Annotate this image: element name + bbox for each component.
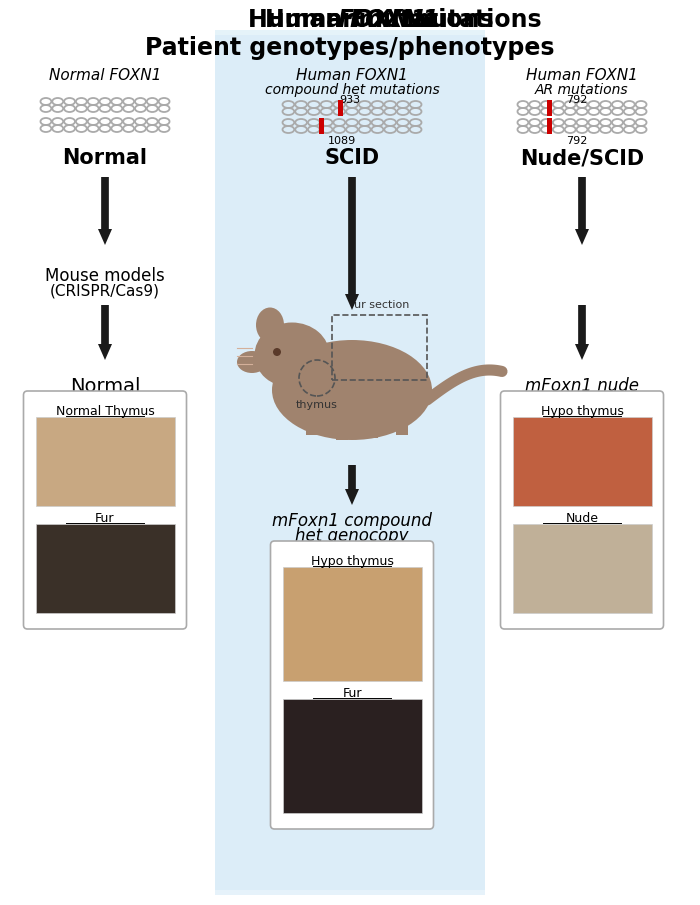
Text: mutations: mutations: [350, 8, 494, 32]
Ellipse shape: [272, 340, 432, 440]
Bar: [215, 35, 485, 895]
Bar: [547, 118, 552, 134]
Text: Nude/SCID: Nude/SCID: [520, 148, 644, 168]
Bar: [283, 699, 421, 813]
Text: AR mutations: AR mutations: [536, 83, 629, 97]
Circle shape: [273, 348, 281, 356]
Bar: [547, 100, 552, 116]
Polygon shape: [98, 305, 112, 360]
Text: Fur: Fur: [342, 687, 362, 700]
Text: Mouse models: Mouse models: [45, 267, 165, 285]
Text: thymus: thymus: [296, 400, 338, 410]
Text: FOXN1: FOXN1: [350, 8, 440, 32]
FancyBboxPatch shape: [270, 541, 433, 829]
Bar: [396, 400, 408, 435]
Bar: [36, 417, 174, 506]
Text: Normal: Normal: [70, 377, 140, 396]
Text: Human FOXN1: Human FOXN1: [526, 68, 638, 83]
FancyBboxPatch shape: [215, 30, 485, 890]
Text: fur section: fur section: [350, 300, 410, 310]
Bar: [366, 403, 378, 438]
Text: Human FOXN1: Human FOXN1: [296, 68, 408, 83]
Polygon shape: [345, 465, 359, 505]
Text: Hypo thymus: Hypo thymus: [540, 405, 624, 418]
FancyBboxPatch shape: [24, 391, 186, 629]
Text: het genocopy: het genocopy: [295, 527, 409, 545]
Text: SCID: SCID: [324, 148, 379, 168]
Ellipse shape: [256, 308, 284, 342]
Text: FOXN1: FOXN1: [338, 8, 428, 32]
Text: (CRISPR/Cas9): (CRISPR/Cas9): [50, 283, 160, 298]
Text: Nude: Nude: [566, 512, 598, 525]
Bar: [512, 524, 652, 613]
Bar: [512, 417, 652, 506]
Text: Hypo thymus: Hypo thymus: [311, 555, 393, 568]
Text: 1089: 1089: [328, 136, 356, 146]
Text: compound het mutations: compound het mutations: [265, 83, 440, 97]
Text: Normal: Normal: [62, 148, 148, 168]
Bar: [36, 524, 174, 613]
Bar: [306, 400, 318, 435]
Text: mFoxn1 compound: mFoxn1 compound: [272, 512, 432, 530]
Text: Human: Human: [265, 8, 368, 32]
Text: Human: Human: [248, 8, 350, 32]
Bar: [336, 405, 348, 440]
Ellipse shape: [237, 351, 267, 373]
Text: 792: 792: [566, 136, 588, 146]
Text: Fur: Fur: [95, 512, 115, 525]
FancyBboxPatch shape: [500, 391, 664, 629]
Bar: [318, 118, 323, 134]
Polygon shape: [98, 177, 112, 245]
Polygon shape: [575, 177, 589, 245]
Bar: [283, 567, 421, 681]
Text: 933: 933: [340, 95, 360, 105]
Text: mutations: mutations: [398, 8, 542, 32]
Text: Normal Thymus: Normal Thymus: [55, 405, 155, 418]
Polygon shape: [575, 305, 589, 360]
Text: mFoxn1 nude: mFoxn1 nude: [525, 377, 639, 395]
Text: 792: 792: [566, 95, 588, 105]
Text: Patient genotypes/phenotypes: Patient genotypes/phenotypes: [146, 36, 554, 60]
Ellipse shape: [255, 322, 330, 387]
Polygon shape: [345, 177, 359, 310]
Bar: [332, 315, 427, 380]
Bar: [338, 100, 343, 116]
Text: Normal FOXN1: Normal FOXN1: [49, 68, 161, 83]
